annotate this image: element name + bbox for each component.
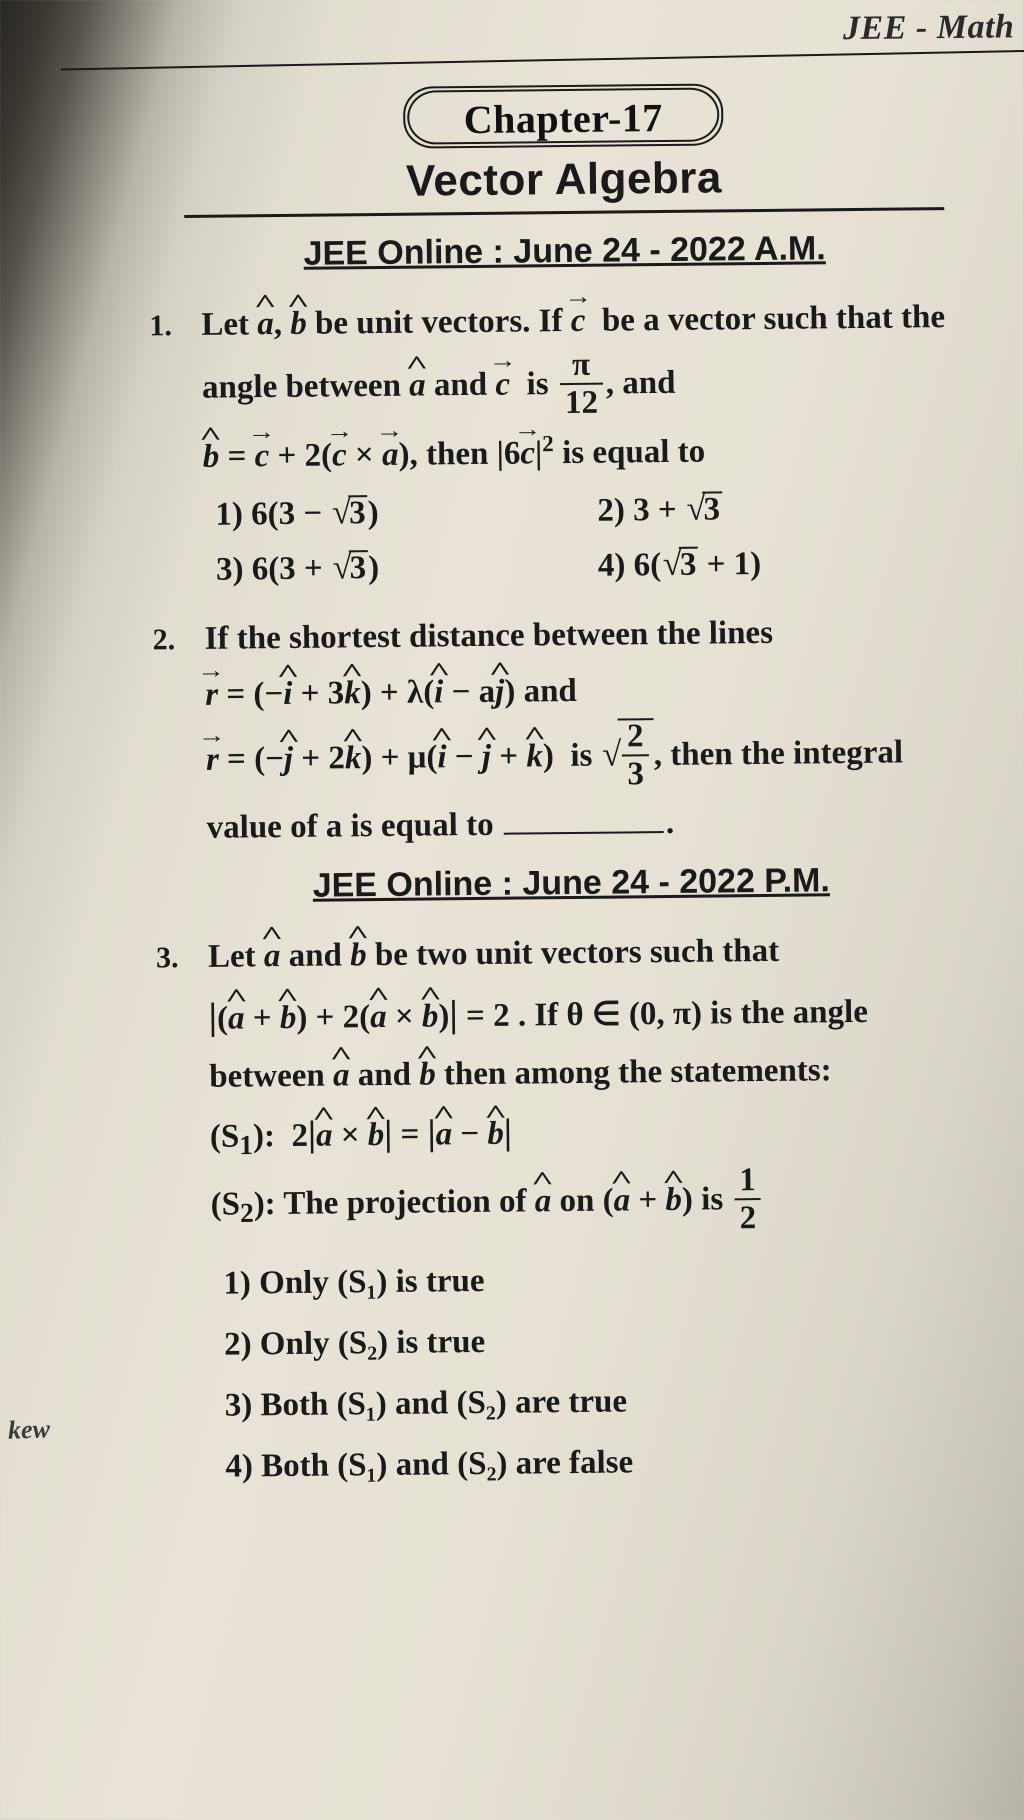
q1-options: 1) 6(3 − 3) 2) 3 + 3 3) 6(3 + 3) 4) 6(3 … bbox=[155, 486, 980, 589]
q3-opt-1: 1) Only (S₁) is true bbox=[223, 1246, 988, 1315]
q3-options: 1) Only (S₁) is true 2) Only (S₂) is tru… bbox=[163, 1246, 990, 1499]
q1-opt-2: 2) 3 + 3 bbox=[597, 486, 979, 529]
chapter-lozenge: Chapter-17 bbox=[403, 83, 724, 148]
q1-opt-1: 1) 6(3 − 3) bbox=[215, 490, 597, 533]
question-2: 2. If the shortest distance between the … bbox=[156, 602, 983, 855]
page-title: Vector Algebra bbox=[152, 151, 976, 210]
section-pm: JEE Online : June 24 - 2022 P.M. bbox=[159, 859, 983, 907]
question-1: 1. Let a, b be unit vectors. If c be a v… bbox=[153, 289, 979, 485]
book-header: JEE - Math bbox=[843, 8, 1015, 48]
q1-number: 1. bbox=[149, 300, 172, 351]
q1-opt-3: 3) 6(3 + 3) bbox=[216, 545, 598, 588]
q3-opt-3: 3) Both (S₁) and (S₂) are true bbox=[224, 1368, 989, 1437]
q3-opt-4: 4) Both (S₁) and (S₂) are false bbox=[225, 1429, 990, 1498]
margin-note: kew bbox=[7, 1414, 50, 1445]
question-3: 3. Let a and b be two unit vectors such … bbox=[160, 920, 987, 1244]
q2-number: 2. bbox=[152, 614, 175, 665]
q3-opt-2: 2) Only (S₂) is true bbox=[224, 1307, 989, 1376]
section-am: JEE Online : June 24 - 2022 A.M. bbox=[152, 228, 976, 276]
header-rule bbox=[61, 50, 1024, 71]
q3-number: 3. bbox=[156, 932, 179, 983]
q1-opt-4: 4) 6(3 + 1) bbox=[598, 541, 980, 584]
title-rule bbox=[184, 207, 944, 218]
page: JEE - Math Chapter-17 Vector Algebra JEE… bbox=[90, 0, 1024, 1820]
chapter-label: Chapter-17 bbox=[403, 93, 723, 143]
